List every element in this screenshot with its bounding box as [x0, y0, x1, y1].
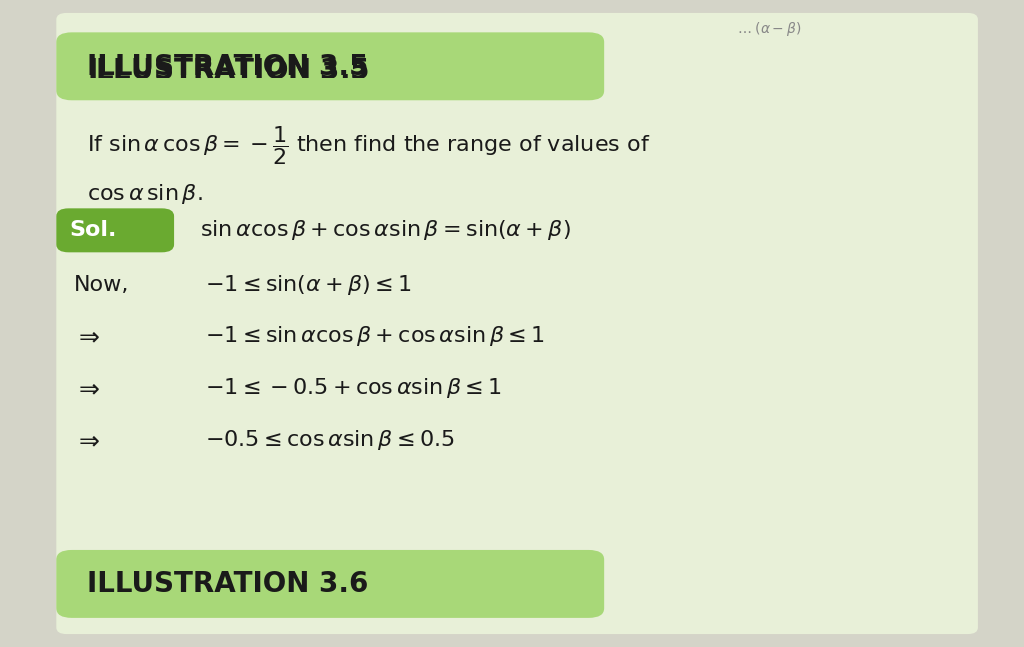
Text: $\Rightarrow$: $\Rightarrow$ — [74, 324, 100, 349]
Text: $-1 \leq \sin(\alpha + \beta) \leq 1$: $-1 \leq \sin(\alpha + \beta) \leq 1$ — [205, 272, 412, 297]
Text: ILLUSTRATION 3.5: ILLUSTRATION 3.5 — [87, 52, 369, 81]
FancyBboxPatch shape — [56, 13, 978, 634]
Text: $-0.5 \leq \cos\alpha\sin\beta \leq 0.5$: $-0.5 \leq \cos\alpha\sin\beta \leq 0.5$ — [205, 428, 455, 452]
Text: $\cos\alpha\,\sin\beta.$: $\cos\alpha\,\sin\beta.$ — [87, 182, 203, 206]
Text: $-1 \leq \sin\alpha\cos\beta + \cos\alpha\sin\beta \leq 1$: $-1 \leq \sin\alpha\cos\beta + \cos\alph… — [205, 324, 545, 349]
Text: $\sin\alpha\cos\beta + \cos\alpha\sin\beta = \sin(\alpha + \beta)$: $\sin\alpha\cos\beta + \cos\alpha\sin\be… — [200, 218, 570, 243]
Text: Sol.: Sol. — [70, 221, 117, 240]
Text: $\Rightarrow$: $\Rightarrow$ — [74, 376, 100, 400]
Text: ILLUSTRATION 3.6: ILLUSTRATION 3.6 — [87, 570, 369, 598]
Text: $\ldots\;(\alpha - \beta)$: $\ldots\;(\alpha - \beta)$ — [737, 20, 802, 38]
Text: Now,: Now, — [74, 275, 129, 294]
Text: $\mathbf{I}_{\!}\mathbf{LLUSTRATION}\ \mathbf{3.5}$: $\mathbf{I}_{\!}\mathbf{LLUSTRATION}\ \m… — [87, 52, 370, 81]
Text: $\Rightarrow$: $\Rightarrow$ — [74, 428, 100, 452]
FancyBboxPatch shape — [56, 208, 174, 252]
Text: If $\sin\alpha\,\cos\beta = -\dfrac{1}{2}$ then find the range of values of: If $\sin\alpha\,\cos\beta = -\dfrac{1}{2… — [87, 124, 650, 167]
FancyBboxPatch shape — [56, 550, 604, 618]
FancyBboxPatch shape — [56, 32, 604, 100]
Text: $-1 \leq -0.5 + \cos\alpha\sin\beta \leq 1$: $-1 \leq -0.5 + \cos\alpha\sin\beta \leq… — [205, 376, 502, 400]
